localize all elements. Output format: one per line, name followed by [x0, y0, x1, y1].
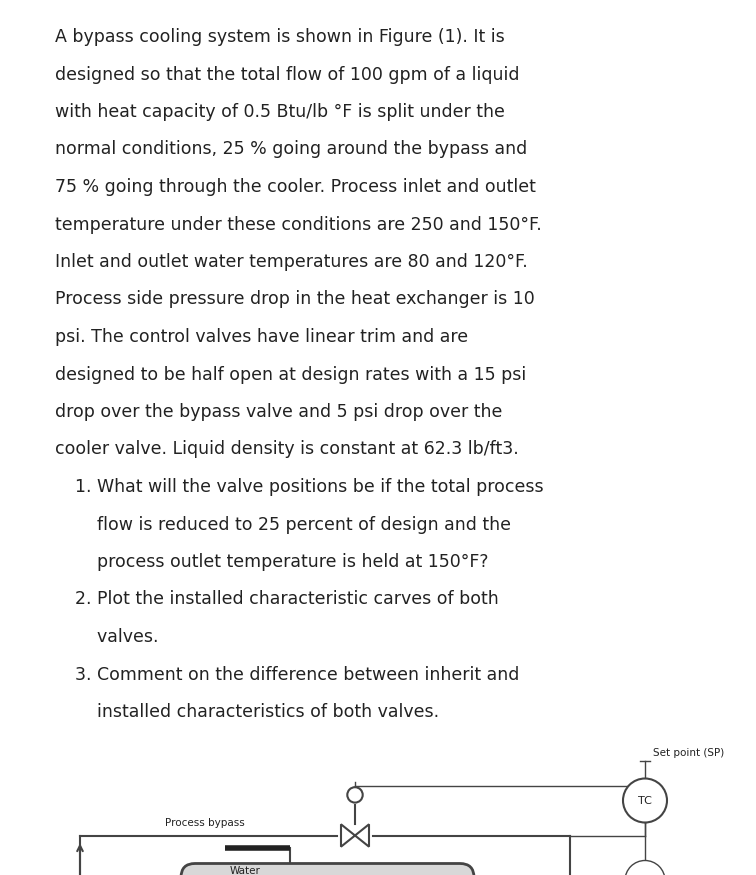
- Text: Process side pressure drop in the heat exchanger is 10: Process side pressure drop in the heat e…: [55, 290, 534, 309]
- Circle shape: [625, 860, 665, 875]
- Circle shape: [347, 788, 363, 802]
- Text: TC: TC: [638, 795, 652, 806]
- Text: cooler valve. Liquid density is constant at 62.3 lb/ft3.: cooler valve. Liquid density is constant…: [55, 440, 519, 458]
- Text: 1. What will the valve positions be if the total process: 1. What will the valve positions be if t…: [75, 478, 544, 496]
- Text: valves.: valves.: [75, 628, 159, 646]
- Text: 75 % going through the cooler. Process inlet and outlet: 75 % going through the cooler. Process i…: [55, 178, 536, 196]
- Text: drop over the bypass valve and 5 psi drop over the: drop over the bypass valve and 5 psi dro…: [55, 403, 503, 421]
- Text: designed to be half open at design rates with a 15 psi: designed to be half open at design rates…: [55, 366, 526, 383]
- Text: Process bypass: Process bypass: [165, 817, 245, 828]
- Text: 3. Comment on the difference between inherit and: 3. Comment on the difference between inh…: [75, 666, 519, 683]
- Text: Inlet and outlet water temperatures are 80 and 120°F.: Inlet and outlet water temperatures are …: [55, 253, 528, 271]
- Text: flow is reduced to 25 percent of design and the: flow is reduced to 25 percent of design …: [75, 515, 511, 534]
- Text: 2. Plot the installed characteristic carves of both: 2. Plot the installed characteristic car…: [75, 591, 499, 608]
- Circle shape: [623, 779, 667, 822]
- Text: Set point (SP): Set point (SP): [653, 748, 724, 759]
- Text: temperature under these conditions are 250 and 150°F.: temperature under these conditions are 2…: [55, 215, 542, 234]
- Text: A bypass cooling system is shown in Figure (1). It is: A bypass cooling system is shown in Figu…: [55, 28, 505, 46]
- Text: installed characteristics of both valves.: installed characteristics of both valves…: [75, 703, 439, 721]
- FancyBboxPatch shape: [181, 864, 474, 875]
- Text: psi. The control valves have linear trim and are: psi. The control valves have linear trim…: [55, 328, 468, 346]
- Polygon shape: [355, 824, 369, 847]
- Text: process outlet temperature is held at 150°F?: process outlet temperature is held at 15…: [75, 553, 488, 571]
- Text: Water: Water: [230, 865, 261, 875]
- Text: normal conditions, 25 % going around the bypass and: normal conditions, 25 % going around the…: [55, 141, 527, 158]
- Polygon shape: [341, 824, 355, 847]
- Text: with heat capacity of 0.5 Btu/lb °F is split under the: with heat capacity of 0.5 Btu/lb °F is s…: [55, 103, 505, 121]
- Text: designed so that the total flow of 100 gpm of a liquid: designed so that the total flow of 100 g…: [55, 66, 519, 83]
